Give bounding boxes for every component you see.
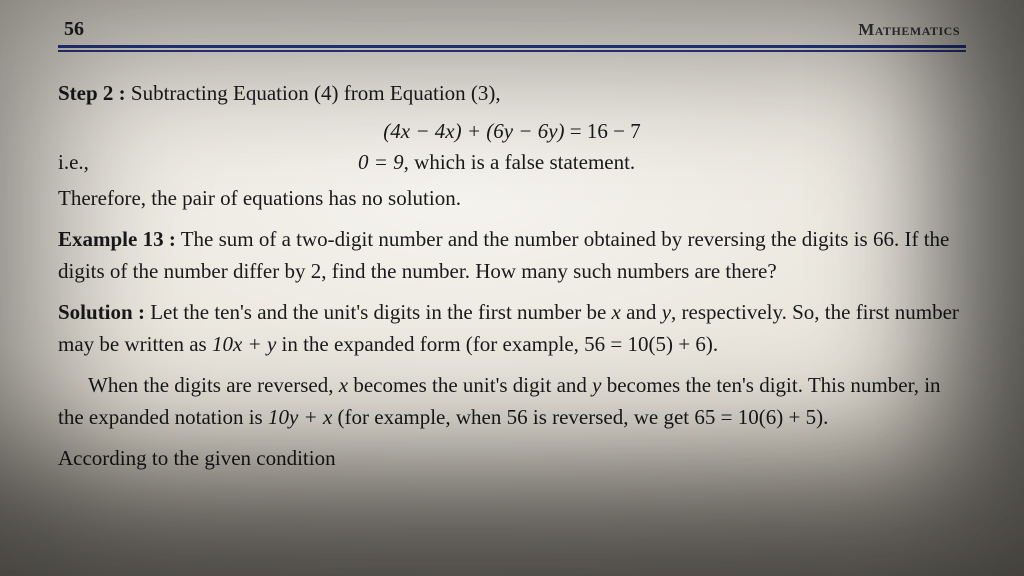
- step2-text: Subtracting Equation (4) from Equation (…: [126, 81, 501, 105]
- equation-line-1: (4x − 4x) + (6y − 6y) = 16 − 7: [58, 115, 966, 148]
- sol-p2-x: x: [339, 373, 348, 397]
- sol-p1-y: y: [662, 300, 671, 324]
- equation-line-2: 0 = 9, which is a false statement.: [198, 150, 966, 175]
- eq2-tail: , which is a false statement.: [404, 150, 636, 174]
- eq1-lhs: (4x − 4x) + (6y − 6y): [383, 119, 564, 143]
- sol-p1-ex-eq: =: [605, 332, 627, 356]
- eq1-rhs: 16 − 7: [587, 119, 641, 143]
- solution-p1: Solution : Let the ten's and the unit's …: [58, 297, 966, 360]
- sol-p2-mid1: becomes the unit's digit and: [348, 373, 592, 397]
- sol-p1-mid1: and: [621, 300, 662, 324]
- rule-bottom: [58, 50, 966, 52]
- ie-row: i.e., 0 = 9, which is a false statement.: [58, 150, 966, 175]
- solution-label: Solution :: [58, 300, 145, 324]
- example13: Example 13 : The sum of a two-digit numb…: [58, 224, 966, 287]
- example13-label: Example 13 :: [58, 227, 176, 251]
- sol-p2-ex-lhs: 65: [694, 405, 715, 429]
- rule-top: [58, 45, 966, 48]
- sol-p1-ex-lhs: 56: [584, 332, 605, 356]
- example13-text: The sum of a two-digit number and the nu…: [58, 227, 949, 283]
- step2-label: Step 2 :: [58, 81, 126, 105]
- page-header: 56 Mathematics: [58, 18, 966, 45]
- eq2-lhs: 0 = 9: [358, 150, 404, 174]
- sol-p2-mid3: (for example, when 56 is reversed, we ge…: [332, 405, 694, 429]
- sol-p1-x: x: [612, 300, 621, 324]
- page-number: 56: [64, 18, 84, 41]
- eq1-eq: =: [565, 119, 587, 143]
- sol-p1-pre: Let the ten's and the unit's digits in t…: [145, 300, 612, 324]
- subject-label: Mathematics: [858, 20, 960, 40]
- sol-p1-ex-rhs: 10(5) + 6: [628, 332, 706, 356]
- sol-p2-expr: 10y + x: [268, 405, 332, 429]
- ie-label: i.e.,: [58, 150, 198, 175]
- sol-p2-ex-rhs: 10(6) + 5: [738, 405, 816, 429]
- solution-p3: According to the given condition: [58, 443, 966, 475]
- sol-p2-tail: ).: [816, 405, 828, 429]
- sol-p2-ex-eq: =: [715, 405, 737, 429]
- sol-p1-tail: ).: [706, 332, 718, 356]
- textbook-page: 56 Mathematics Step 2 : Subtracting Equa…: [0, 0, 1024, 576]
- step2-conclusion: Therefore, the pair of equations has no …: [58, 183, 966, 215]
- solution-p2: When the digits are reversed, x becomes …: [58, 370, 966, 433]
- sol-p1-mid3: in the expanded form (for example,: [276, 332, 584, 356]
- sol-p1-expr: 10x + y: [212, 332, 276, 356]
- step2-line: Step 2 : Subtracting Equation (4) from E…: [58, 78, 966, 110]
- sol-p2-pre: When the digits are reversed,: [88, 373, 339, 397]
